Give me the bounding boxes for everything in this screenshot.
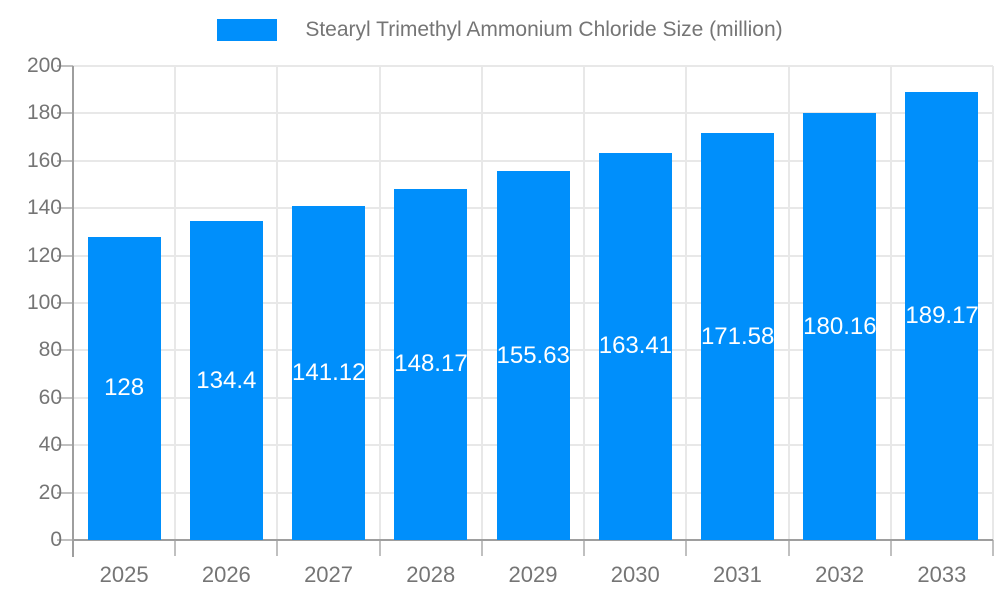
gridline-vertical [583,66,586,540]
x-axis-tick-label: 2028 [406,562,456,587]
gridline-vertical [480,66,483,540]
legend-swatch [217,19,278,41]
x-axis-tick-label: 2025 [99,562,149,587]
bar-value-label: 141.12 [292,358,366,386]
gridline-horizontal [73,159,993,162]
x-axis-tick-label: 2031 [712,562,762,587]
y-axis-tick [57,254,73,257]
y-axis-tick [57,444,73,447]
y-axis-tick [57,159,73,162]
x-axis-tick [583,540,586,556]
bar[interactable] [292,205,366,540]
bar[interactable] [496,171,570,540]
bar-value-label: 134.4 [196,366,257,394]
y-axis-tick-label: 0 [50,528,62,551]
bar[interactable] [189,221,263,540]
bar-value-label: 163.41 [598,332,673,360]
bar-value-label: 128 [104,374,145,402]
gridline-vertical [378,66,381,540]
y-axis-tick-label: 80 [38,338,62,362]
bar-value-label: 148.17 [394,350,468,378]
x-axis-tick-label: 2027 [304,562,354,587]
y-axis-tick-label: 120 [26,243,62,267]
bar-value-label: 180.16 [803,312,877,340]
x-axis-tick [889,540,892,556]
x-axis-tick [992,540,994,556]
y-axis-tick [57,112,73,115]
y-axis-tick [57,349,73,352]
x-axis-tick [174,540,177,556]
legend-label: Stearyl Trimethyl Ammonium Chloride Size… [305,18,783,41]
y-axis-tick-label: 20 [38,480,62,504]
x-axis-tick [685,540,688,556]
bar-value-label: 189.17 [905,301,979,329]
gridline-vertical [174,66,177,540]
bar-value-label: 155.63 [496,341,570,369]
x-axis-tick-label: 2033 [917,562,967,587]
bar[interactable] [394,188,468,540]
x-axis-tick [480,540,483,556]
y-axis-tick-label: 140 [26,196,62,220]
y-axis-tick-label: 180 [26,101,62,125]
bar[interactable] [700,133,774,540]
y-axis-tick [57,302,73,304]
x-axis-tick [276,540,279,556]
y-axis-tick [57,65,73,67]
x-axis-tick-label: 2029 [508,562,558,587]
gridline-vertical [787,66,790,540]
x-axis-line [73,539,993,541]
legend[interactable]: Stearyl Trimethyl Ammonium Chloride Size… [0,18,1000,42]
bar[interactable] [905,91,979,540]
bar[interactable] [803,113,877,540]
y-axis-tick [57,207,73,210]
y-axis-line [72,66,74,557]
bar[interactable] [598,152,672,540]
x-axis-tick [787,540,790,556]
y-axis-tick [57,491,73,494]
x-axis-tick-label: 2026 [201,562,251,587]
gridline-horizontal [73,65,993,67]
y-axis-tick-label: 60 [38,385,62,409]
y-axis-tick-label: 100 [26,291,62,314]
gridline-horizontal [73,112,993,115]
y-axis-tick-label: 40 [38,433,62,457]
gridline-vertical [992,66,994,540]
y-axis-tick-label: 160 [26,148,62,172]
x-axis-tick-label: 2032 [815,562,865,587]
x-axis-tick-label: 2030 [610,562,660,587]
x-axis-tick [378,540,381,556]
gridline-vertical [276,66,279,540]
gridline-vertical [889,66,892,540]
y-axis-tick-label: 200 [26,54,62,77]
bar-value-label: 171.58 [700,322,775,350]
gridline-vertical [685,66,688,540]
bar[interactable] [87,236,161,540]
y-axis-tick [57,539,73,541]
y-axis-tick [57,396,73,399]
